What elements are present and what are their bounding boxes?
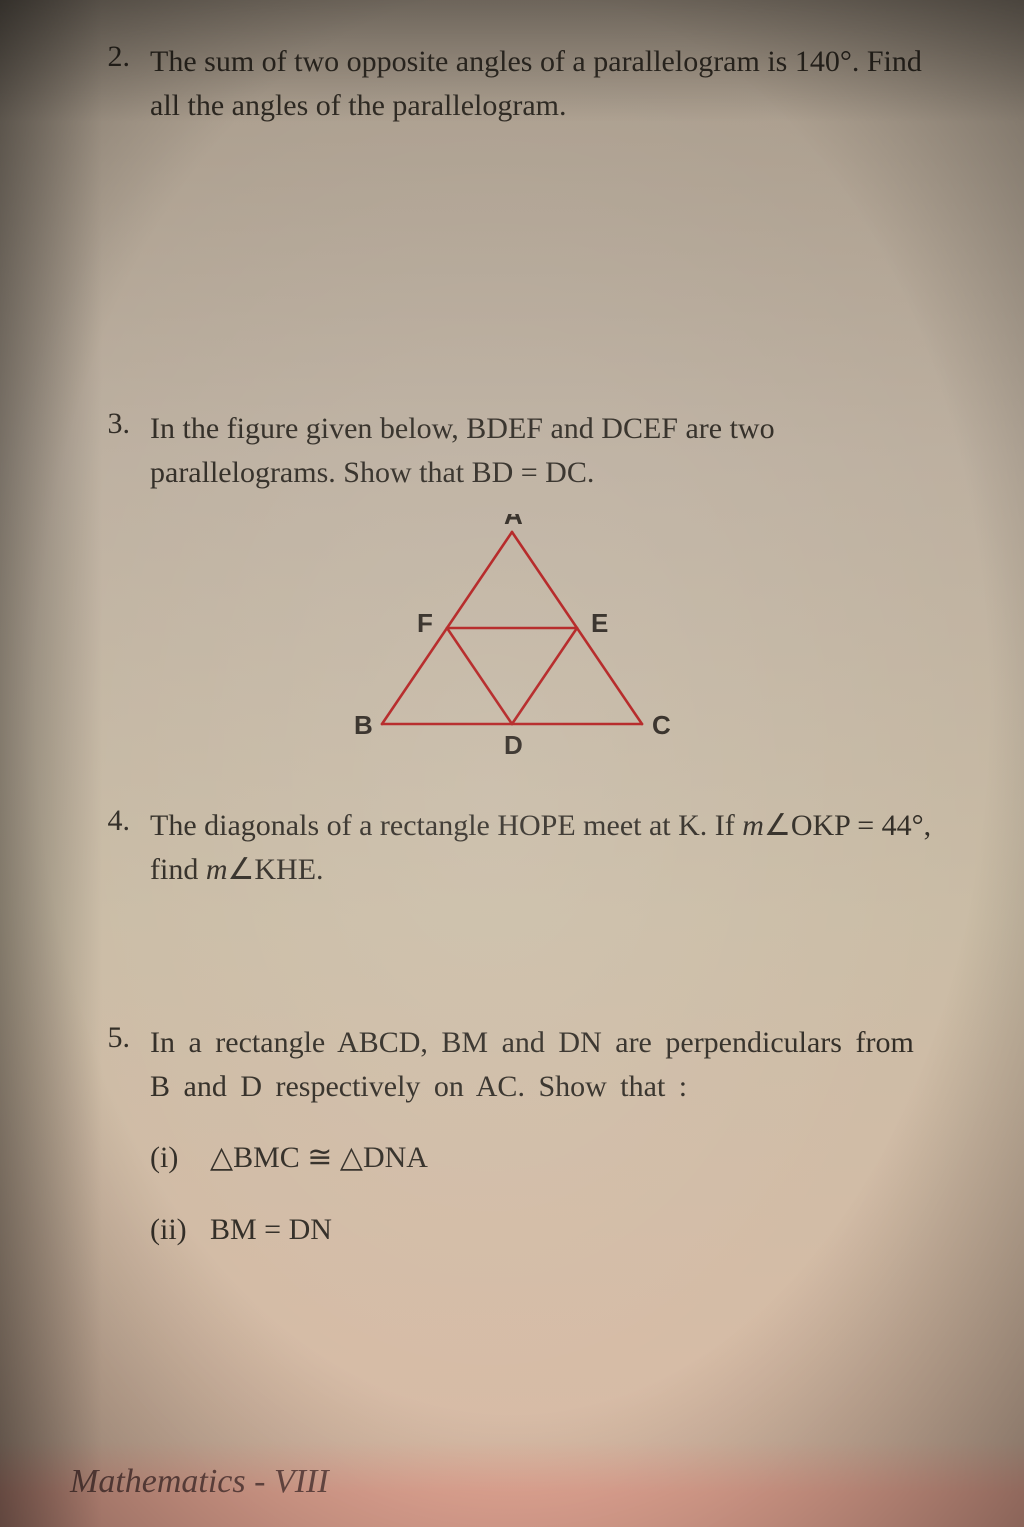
svg-text:F: F — [417, 608, 433, 638]
sub-label: (i) — [150, 1136, 196, 1180]
sub-item-i: (i) △BMC ≅ △DNA — [150, 1136, 934, 1180]
question-body: In a rectangle ABCD, BM and DN are perpe… — [150, 1021, 934, 1251]
question-number: 5. — [90, 1021, 130, 1055]
question-number: 2. — [90, 40, 130, 74]
question-2: 2. The sum of two opposite angles of a p… — [90, 40, 934, 127]
question-text: The diagonals of a rectangle HOPE meet a… — [150, 809, 931, 886]
sub-text: BM = DN — [210, 1208, 332, 1252]
figure-q3: A B C D E F — [90, 514, 934, 764]
question-5: 5. In a rectangle ABCD, BM and DN are pe… — [90, 1021, 934, 1251]
question-number: 4. — [90, 804, 130, 838]
svg-text:E: E — [591, 608, 608, 638]
question-text: The sum of two opposite angles of a para… — [150, 45, 922, 122]
question-body: In the figure given below, BDEF and DCEF… — [150, 407, 934, 784]
sub-text: △BMC ≅ △DNA — [210, 1136, 428, 1180]
triangle-diagram: A B C D E F — [332, 514, 692, 764]
sub-item-ii: (ii) BM = DN — [150, 1208, 934, 1252]
question-body: The diagonals of a rectangle HOPE meet a… — [150, 804, 934, 891]
question-text: In the figure given below, BDEF and DCEF… — [150, 412, 775, 489]
sub-label: (ii) — [150, 1208, 196, 1252]
question-4: 4. The diagonals of a rectangle HOPE mee… — [90, 804, 934, 891]
svg-text:D: D — [504, 730, 523, 760]
question-text: In a rectangle ABCD, BM and DN are perpe… — [150, 1026, 914, 1103]
question-body: The sum of two opposite angles of a para… — [150, 40, 934, 127]
svg-text:B: B — [354, 710, 373, 740]
svg-text:A: A — [504, 514, 523, 530]
footer-text: Mathematics - VIII — [70, 1463, 329, 1500]
page: 2. The sum of two opposite angles of a p… — [0, 0, 1024, 1527]
question-number: 3. — [90, 407, 130, 441]
question-3: 3. In the figure given below, BDEF and D… — [90, 407, 934, 784]
svg-text:C: C — [652, 710, 671, 740]
footer: Mathematics - VIII — [0, 1441, 1024, 1527]
